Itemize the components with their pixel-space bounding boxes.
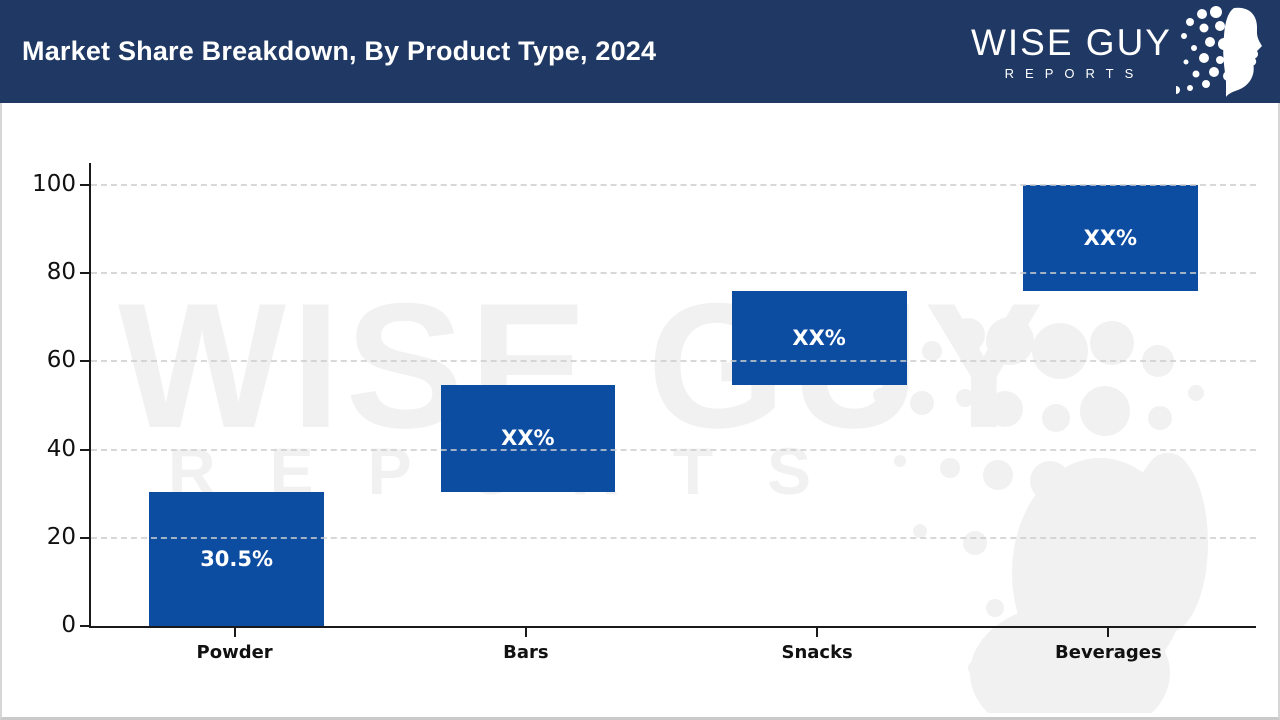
plot-area: 30.5% XX% XX% XX%	[89, 163, 1256, 628]
logo-dotted-face-icon	[1176, 5, 1262, 97]
bar-powder: 30.5%	[149, 491, 324, 626]
header-bar: Market Share Breakdown, By Product Type,…	[0, 0, 1280, 103]
gridline-60	[91, 360, 1256, 363]
bar-beverages: XX%	[1023, 185, 1198, 291]
bar-value-label: XX%	[501, 426, 555, 451]
bar-value-label: XX%	[1083, 225, 1138, 250]
bar-value-label: 30.5%	[200, 546, 274, 571]
bar-snacks: XX%	[731, 290, 907, 385]
logo-wiseguy-label: WISE GUY	[970, 21, 1172, 63]
page-title: Market Share Breakdown, By Product Type,…	[22, 36, 657, 66]
gridline-40	[91, 448, 1256, 451]
gridline-80	[91, 272, 1256, 275]
watermark-dotted-face-icon	[843, 317, 1208, 713]
gridline-20	[91, 536, 1256, 539]
logo-reports-label: REPORTS	[1004, 65, 1145, 81]
gridline-100	[91, 184, 1256, 187]
logo-text: WISE GUY REPORTS	[971, 24, 1172, 80]
bar-bars: XX%	[440, 384, 616, 492]
wise-guy-reports-logo: WISE GUY REPORTS	[971, 5, 1262, 98]
bar-value-label: XX%	[792, 325, 846, 350]
